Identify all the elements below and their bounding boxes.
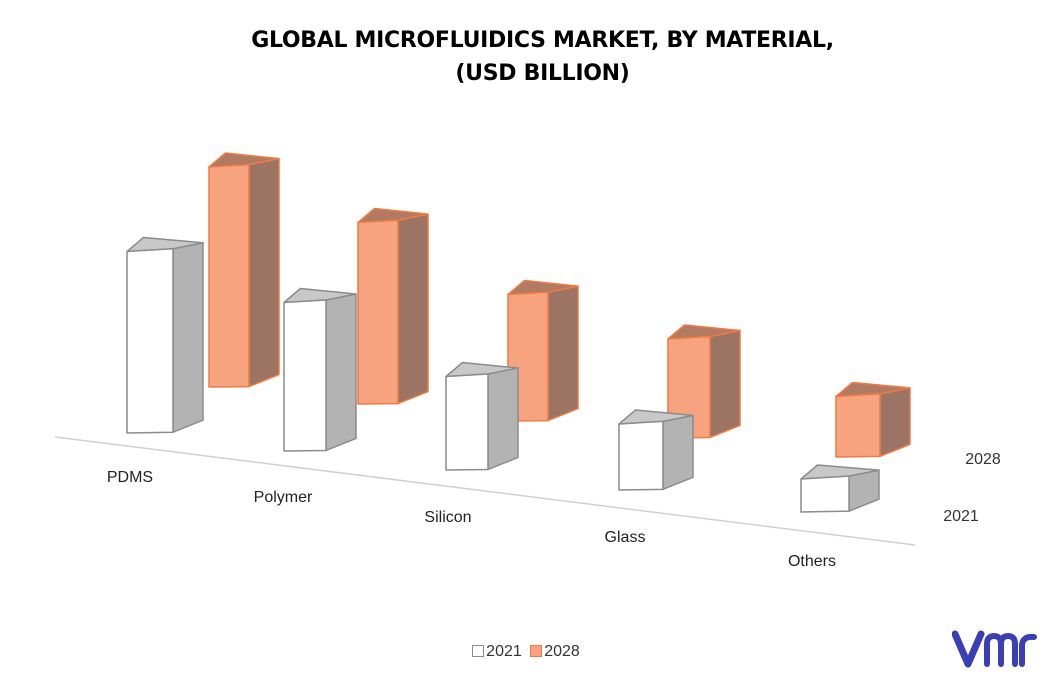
bar-2028-glass: [667, 324, 741, 439]
bar-2028-polymer: [357, 207, 429, 405]
bar-2028-polymer-side: [397, 213, 429, 405]
bar-2028-pdms-side: [248, 157, 280, 388]
bar-2028-silicon-side: [547, 285, 579, 422]
labels-layer: PDMS Polymer Silicon Glass Others 2028 2021: [107, 451, 1001, 570]
bar-2028-pdms-front: [208, 163, 250, 388]
category-label-pdms: PDMS: [107, 469, 153, 486]
bar-2028-others: [835, 381, 911, 458]
category-label-glass: Glass: [605, 529, 646, 546]
bar-2021-others-front: [800, 475, 850, 513]
bar-2021-silicon: [445, 361, 519, 471]
bar-2021-silicon-front: [445, 373, 489, 471]
bar-2021-pdms-side: [172, 241, 204, 433]
bar-2028-glass-side: [709, 329, 741, 439]
bar-2021-polymer-side: [325, 293, 357, 452]
depth-label-2028: 2028: [965, 451, 1001, 468]
category-label-polymer: Polymer: [254, 489, 313, 506]
floor-line: [54, 436, 916, 546]
bar-2021-polymer: [283, 287, 357, 452]
bar-2028-others-side: [879, 387, 911, 458]
legend-swatch-2028: [530, 645, 543, 657]
bar-2021-glass-front: [618, 420, 664, 491]
chart-legend: 2021 2028: [0, 643, 1052, 661]
bar-2021-silicon-side: [487, 367, 519, 471]
chart-plot: PDMS Polymer Silicon Glass Others 2028 2021: [54, 152, 1001, 570]
bar-2021-pdms-front: [126, 247, 174, 434]
bar-2028-pdms: [208, 152, 280, 388]
bar-2021-others: [800, 464, 880, 513]
legend-label-2028: 2028: [544, 643, 580, 660]
bar-2021-pdms: [126, 236, 204, 434]
legend-item-2021: 2021: [472, 643, 522, 661]
category-label-silicon: Silicon: [424, 509, 471, 526]
bar-2028-others-front: [835, 393, 881, 458]
bar-2028-polymer-front: [357, 219, 399, 405]
vmr-logo-icon: [952, 630, 1037, 668]
legend-swatch-2021: [472, 645, 485, 657]
category-label-others: Others: [788, 553, 836, 570]
chart-title-line2: (USD BILLION): [455, 61, 630, 86]
bar-2021-glass: [618, 409, 694, 491]
legend-label-2021: 2021: [486, 643, 522, 660]
legend-item-2028: 2028: [530, 643, 580, 661]
chart-title-line1: GLOBAL MICROFLUIDICS MARKET, BY MATERIAL…: [251, 28, 834, 53]
bar-2021-glass-side: [662, 414, 694, 491]
bars-layer: [126, 152, 911, 513]
chart-title: GLOBAL MICROFLUIDICS MARKET, BY MATERIAL…: [0, 24, 1052, 90]
depth-label-2021: 2021: [943, 508, 979, 525]
bar-2021-others-side: [848, 469, 880, 512]
bar-2021-polymer-front: [283, 299, 327, 452]
bar-2028-silicon: [507, 279, 579, 422]
bar-2028-glass-front: [667, 335, 711, 439]
